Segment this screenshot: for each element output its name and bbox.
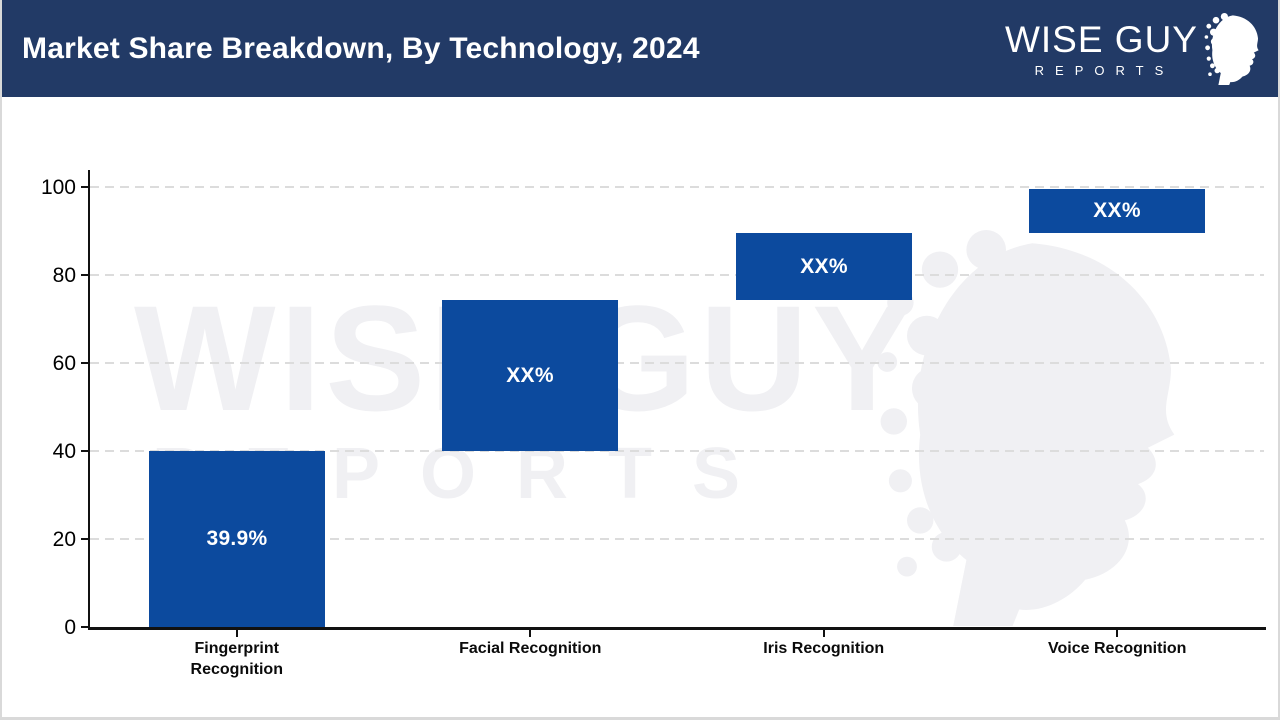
page-title: Market Share Breakdown, By Technology, 2… — [22, 31, 700, 65]
y-tick-mark — [81, 538, 89, 540]
bar: XX% — [442, 300, 618, 451]
header-bar: Market Share Breakdown, By Technology, 2… — [2, 0, 1278, 97]
category-label: Voice Recognition — [1048, 640, 1187, 657]
y-tick-mark — [81, 362, 89, 364]
category-label: Facial Recognition — [459, 640, 602, 657]
bar: XX% — [1029, 189, 1205, 234]
category-label: Fingerprint Recognition — [190, 640, 283, 678]
category-label: Iris Recognition — [763, 640, 885, 657]
y-tick-label: 100 — [40, 176, 76, 199]
logo-text: WISE GUY REPORTS — [1005, 21, 1198, 77]
bar-value-label: XX% — [800, 254, 848, 278]
logo-wordmark: WISE GUY — [1004, 18, 1198, 60]
bar-value-label: XX% — [506, 363, 554, 387]
bar-value-label: 39.9% — [206, 527, 268, 551]
gridline — [90, 538, 1264, 540]
gridline — [90, 274, 1264, 276]
gridline — [90, 450, 1264, 452]
bar: XX% — [736, 233, 912, 301]
y-tick-mark — [81, 274, 89, 276]
x-tick-mark — [1116, 630, 1119, 637]
y-tick-label: 0 — [64, 616, 76, 639]
y-tick-label: 80 — [52, 264, 76, 287]
x-tick-mark — [529, 630, 532, 637]
y-tick-mark — [81, 186, 89, 188]
y-axis-line — [88, 170, 90, 630]
logo-head-icon — [1204, 12, 1259, 85]
gridline — [90, 362, 1264, 364]
bar: 39.9% — [149, 451, 325, 627]
x-axis-line — [88, 627, 1266, 630]
logo-subtitle: REPORTS — [1034, 62, 1175, 78]
y-tick-mark — [81, 450, 89, 452]
wise-guy-reports-logo: WISE GUY REPORTS — [1005, 11, 1264, 87]
x-tick-mark — [822, 630, 825, 637]
bar-value-label: XX% — [1093, 199, 1141, 223]
y-tick-label: 40 — [52, 440, 76, 463]
y-tick-mark — [81, 626, 89, 628]
y-tick-label: 20 — [52, 528, 76, 551]
x-tick-mark — [235, 630, 238, 637]
gridline — [90, 186, 1264, 188]
y-tick-label: 60 — [52, 352, 76, 375]
